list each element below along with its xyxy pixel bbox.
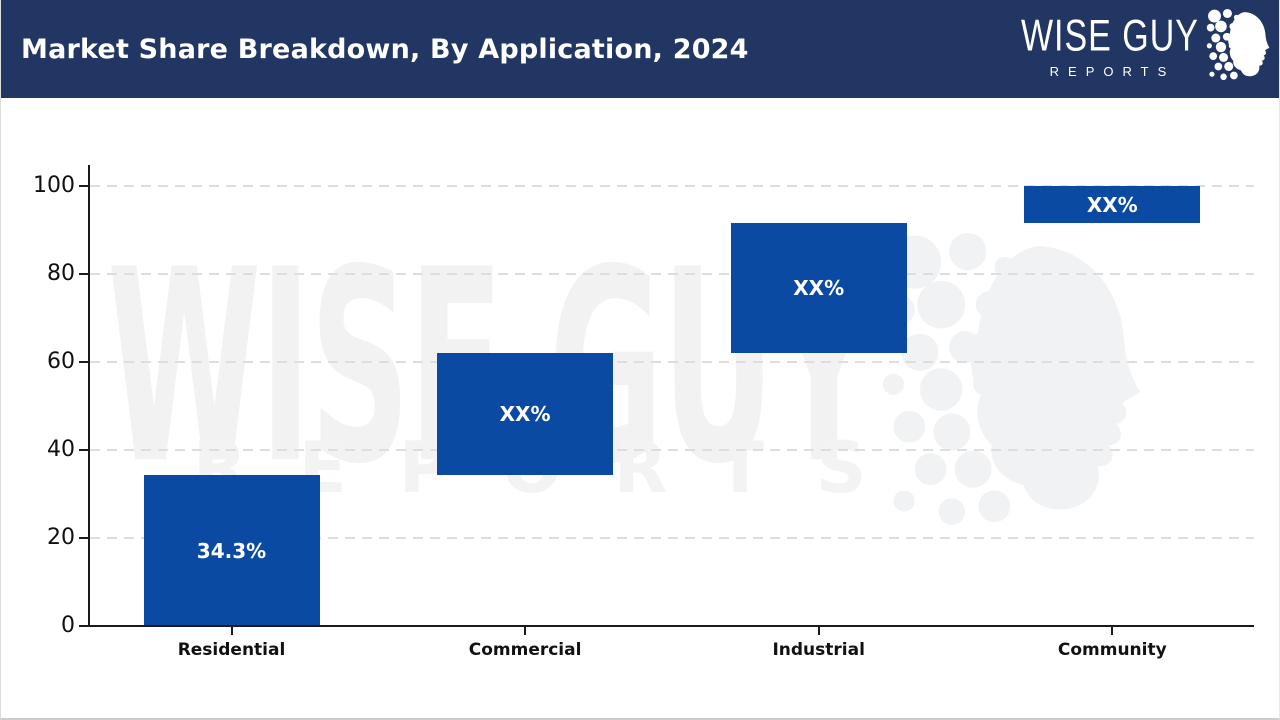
x-tick-label: Commercial [468,640,582,660]
brand-subname: REPORTS [1049,64,1176,79]
bar-value-label: XX% [1086,192,1138,217]
page-title: Market Share Breakdown, By Application, … [21,33,749,65]
y-axis-tick [79,625,89,627]
gridline [90,537,1254,539]
bar-residential: 34.3% [143,475,320,626]
brand-logo-text: WISE GUY REPORTS [1021,14,1199,79]
bar-industrial: XX% [730,223,907,354]
y-axis-tick [79,537,89,539]
bar-community: XX% [1024,186,1201,224]
x-axis-tick [524,627,527,635]
bar-value-label: XX% [499,402,551,427]
y-axis-line [88,165,90,627]
bar-value-label: XX% [793,276,845,301]
watermark-face-icon [882,232,1141,525]
bar-commercial: XX% [437,353,614,476]
gridline [90,273,1254,275]
header-bar: Market Share Breakdown, By Application, … [1,0,1279,98]
brand-logo: WISE GUY REPORTS [1021,0,1279,98]
y-axis-tick [79,449,89,451]
y-tick-label: 0 [61,613,75,638]
y-tick-label: 80 [47,261,75,286]
brand-name: WISE GUY [1020,10,1199,62]
gridline [90,361,1254,363]
y-tick-label: 40 [47,437,75,462]
y-axis-tick [79,273,89,275]
y-axis-tick [79,185,89,187]
gridline [90,449,1254,451]
x-axis-tick [230,627,233,635]
y-axis-tick [79,361,89,363]
y-tick-label: 20 [47,525,75,550]
y-tick-label: 100 [33,173,75,198]
x-axis-line [88,625,1254,627]
x-tick-label: Community [1057,640,1167,660]
x-tick-label: Residential [177,640,286,660]
x-axis-tick [817,627,820,635]
chart-area: WISE GUY REPORTS 020406080100Residential… [1,98,1279,718]
x-tick-label: Industrial [772,640,865,660]
gridline [90,185,1254,187]
bar-value-label: 34.3% [196,538,267,563]
brand-face-icon [1206,8,1270,81]
y-tick-label: 60 [47,349,75,374]
x-axis-tick [1111,627,1114,635]
